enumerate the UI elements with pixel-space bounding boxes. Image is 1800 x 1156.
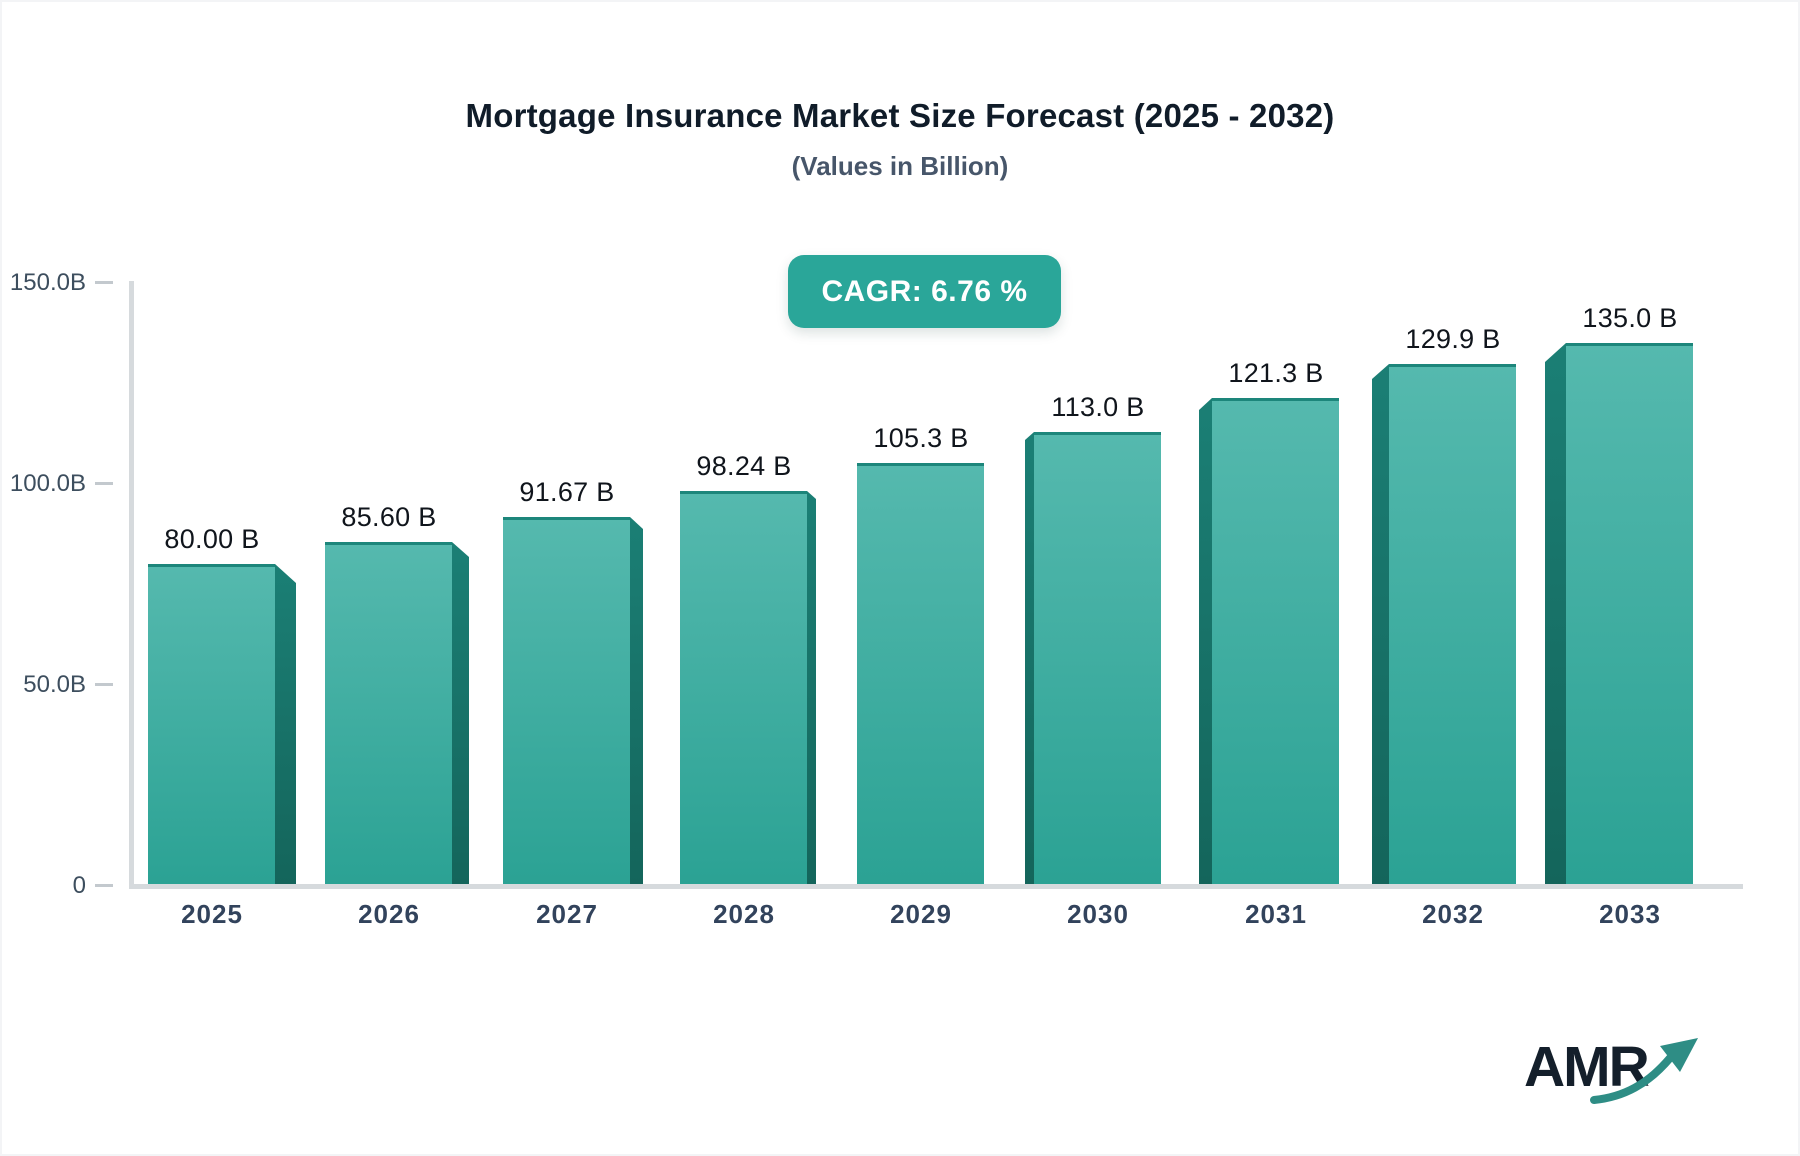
y-tick — [95, 683, 113, 686]
bar-side-2028 — [807, 491, 816, 884]
bar-value-label: 105.3 B — [873, 423, 969, 453]
bar-value-label: 129.9 B — [1405, 324, 1501, 354]
y-axis-line — [129, 281, 134, 889]
bar-2032 — [1389, 364, 1516, 884]
bar-side-2026 — [452, 542, 469, 884]
cagr-badge: CAGR: 6.76 % — [788, 255, 1061, 328]
bar-value-label: 135.0 B — [1582, 303, 1678, 333]
x-category-label-2032: 2032 — [1422, 899, 1484, 929]
y-tick — [95, 884, 113, 887]
bar-2027 — [503, 517, 630, 884]
bar-value-label: 85.60 B — [341, 502, 437, 532]
page-subtitle: (Values in Billion) — [791, 151, 1009, 181]
x-category-label-2028: 2028 — [713, 899, 775, 929]
growth-arrow-icon — [1590, 1038, 1698, 1104]
bar-value-label: 113.0 B — [1051, 392, 1145, 422]
x-axis-line — [129, 884, 1743, 889]
y-tick — [95, 281, 113, 284]
page-title: Mortgage Insurance Market Size Forecast … — [465, 97, 1335, 134]
x-category-label-2033: 2033 — [1599, 899, 1661, 929]
bar-2029 — [857, 463, 984, 884]
x-category-label-2030: 2030 — [1067, 899, 1129, 929]
x-category-label-2029: 2029 — [890, 899, 952, 929]
bar-2033 — [1566, 343, 1693, 884]
x-category-label-2025: 2025 — [181, 899, 243, 929]
bar-value-label: 91.67 B — [519, 477, 615, 507]
y-tick-label: 150.0B — [9, 269, 86, 296]
bar-side-2025 — [275, 564, 296, 884]
bar-side-2033 — [1545, 343, 1566, 884]
bar-value-label: 80.00 B — [164, 524, 260, 554]
bar-2031 — [1212, 398, 1339, 884]
x-category-label-2027: 2027 — [536, 899, 598, 929]
brand-logo: AMR — [1524, 1034, 1724, 1120]
bar-side-2030 — [1025, 432, 1034, 884]
y-tick-label: 0 — [72, 872, 86, 899]
y-tick — [95, 482, 113, 485]
x-category-label-2026: 2026 — [358, 899, 420, 929]
bar-value-label: 98.24 B — [696, 451, 792, 481]
bar-value-label: 121.3 B — [1228, 358, 1324, 388]
x-category-label-2031: 2031 — [1245, 899, 1307, 929]
bar-2028 — [680, 491, 807, 884]
bar-2026 — [325, 542, 452, 884]
bar-2030 — [1034, 432, 1161, 884]
bar-side-2031 — [1199, 398, 1212, 884]
bar-2025 — [148, 564, 275, 884]
bar-side-2032 — [1372, 364, 1389, 884]
y-tick-label: 100.0B — [9, 470, 86, 497]
bar-side-2027 — [630, 517, 643, 884]
y-tick-label: 50.0B — [23, 671, 86, 698]
